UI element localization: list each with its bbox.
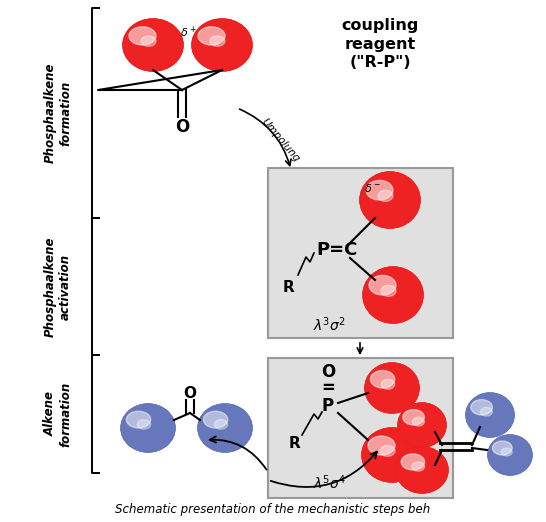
Ellipse shape	[398, 403, 446, 447]
Ellipse shape	[378, 190, 393, 201]
Ellipse shape	[210, 36, 225, 46]
FancyArrowPatch shape	[357, 343, 363, 353]
Ellipse shape	[123, 19, 183, 71]
Ellipse shape	[366, 181, 393, 200]
Ellipse shape	[362, 428, 422, 482]
Ellipse shape	[363, 267, 423, 323]
Text: Umpolung: Umpolung	[259, 116, 301, 164]
Ellipse shape	[141, 36, 156, 46]
Ellipse shape	[380, 446, 395, 456]
Ellipse shape	[192, 19, 252, 71]
Bar	[268, 358, 453, 498]
Ellipse shape	[365, 363, 419, 413]
Ellipse shape	[398, 403, 446, 447]
Ellipse shape	[466, 393, 514, 437]
Text: R: R	[282, 279, 294, 294]
Ellipse shape	[370, 371, 395, 388]
Text: $\delta^-$: $\delta^-$	[364, 182, 381, 194]
Ellipse shape	[466, 393, 514, 437]
Ellipse shape	[396, 447, 448, 493]
Ellipse shape	[204, 411, 228, 428]
FancyArrowPatch shape	[271, 452, 377, 487]
Ellipse shape	[412, 417, 424, 426]
Ellipse shape	[488, 435, 532, 475]
Text: =: =	[321, 379, 335, 397]
FancyArrowPatch shape	[210, 436, 266, 470]
Ellipse shape	[214, 420, 228, 429]
Ellipse shape	[492, 441, 512, 455]
Ellipse shape	[501, 448, 512, 456]
Ellipse shape	[360, 172, 420, 228]
Ellipse shape	[192, 19, 252, 71]
Ellipse shape	[396, 447, 448, 493]
Text: Alkene
formation: Alkene formation	[44, 382, 72, 447]
Text: Phosphaalkene
activation: Phosphaalkene activation	[44, 236, 72, 337]
Ellipse shape	[198, 27, 225, 45]
Ellipse shape	[121, 404, 175, 452]
Text: Schematic presentation of the mechanistic steps beh: Schematic presentation of the mechanisti…	[115, 504, 431, 516]
Ellipse shape	[381, 379, 395, 389]
Ellipse shape	[137, 420, 151, 429]
Ellipse shape	[360, 172, 420, 228]
Ellipse shape	[471, 400, 492, 415]
Ellipse shape	[127, 411, 151, 428]
Ellipse shape	[121, 404, 175, 452]
Text: P: P	[322, 397, 334, 415]
Ellipse shape	[381, 285, 396, 296]
Text: O: O	[183, 386, 197, 400]
Ellipse shape	[368, 436, 395, 455]
Ellipse shape	[362, 428, 422, 482]
Ellipse shape	[403, 410, 424, 425]
Ellipse shape	[480, 407, 492, 416]
Text: $\lambda^3\sigma^2$: $\lambda^3\sigma^2$	[313, 316, 347, 334]
Ellipse shape	[198, 404, 252, 452]
Ellipse shape	[129, 27, 156, 45]
Text: coupling
reagent
("R-P"): coupling reagent ("R-P")	[341, 18, 419, 70]
Ellipse shape	[488, 435, 532, 475]
Ellipse shape	[412, 462, 425, 471]
Text: Phosphaalkene
formation: Phosphaalkene formation	[44, 63, 72, 163]
Text: $\delta^+$: $\delta^+$	[180, 25, 197, 40]
Ellipse shape	[369, 276, 396, 295]
Text: P=C: P=C	[316, 241, 358, 259]
Text: O: O	[321, 363, 335, 381]
Ellipse shape	[123, 19, 183, 71]
Ellipse shape	[363, 267, 423, 323]
Bar	[268, 168, 453, 338]
Ellipse shape	[365, 363, 419, 413]
Text: $\lambda^5\sigma^4$: $\lambda^5\sigma^4$	[313, 473, 347, 492]
Text: O: O	[175, 118, 189, 136]
Ellipse shape	[198, 404, 252, 452]
Ellipse shape	[401, 454, 425, 470]
FancyArrowPatch shape	[240, 109, 291, 165]
Text: R: R	[288, 435, 300, 450]
